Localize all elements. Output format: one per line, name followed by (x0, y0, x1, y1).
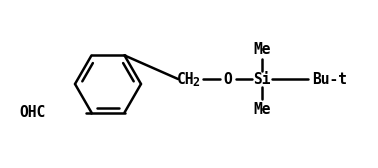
Text: CH: CH (177, 72, 195, 87)
Text: Bu-t: Bu-t (313, 72, 347, 87)
Text: Si: Si (253, 72, 271, 87)
Text: 2: 2 (192, 75, 200, 89)
Text: Me: Me (253, 101, 271, 116)
Text: Me: Me (253, 41, 271, 56)
Text: O: O (224, 72, 232, 87)
Text: OHC: OHC (19, 105, 45, 120)
